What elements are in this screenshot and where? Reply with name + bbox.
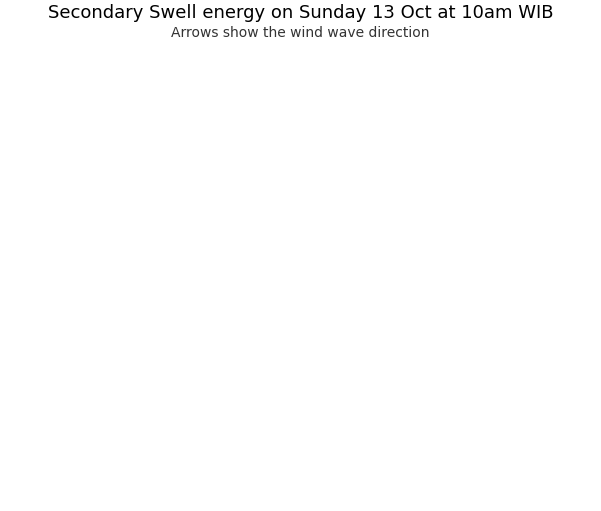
Text: Secondary Swell energy on Sunday 13 Oct at 10am WIB: Secondary Swell energy on Sunday 13 Oct …	[47, 4, 554, 22]
Text: Arrows show the wind wave direction: Arrows show the wind wave direction	[171, 26, 430, 40]
